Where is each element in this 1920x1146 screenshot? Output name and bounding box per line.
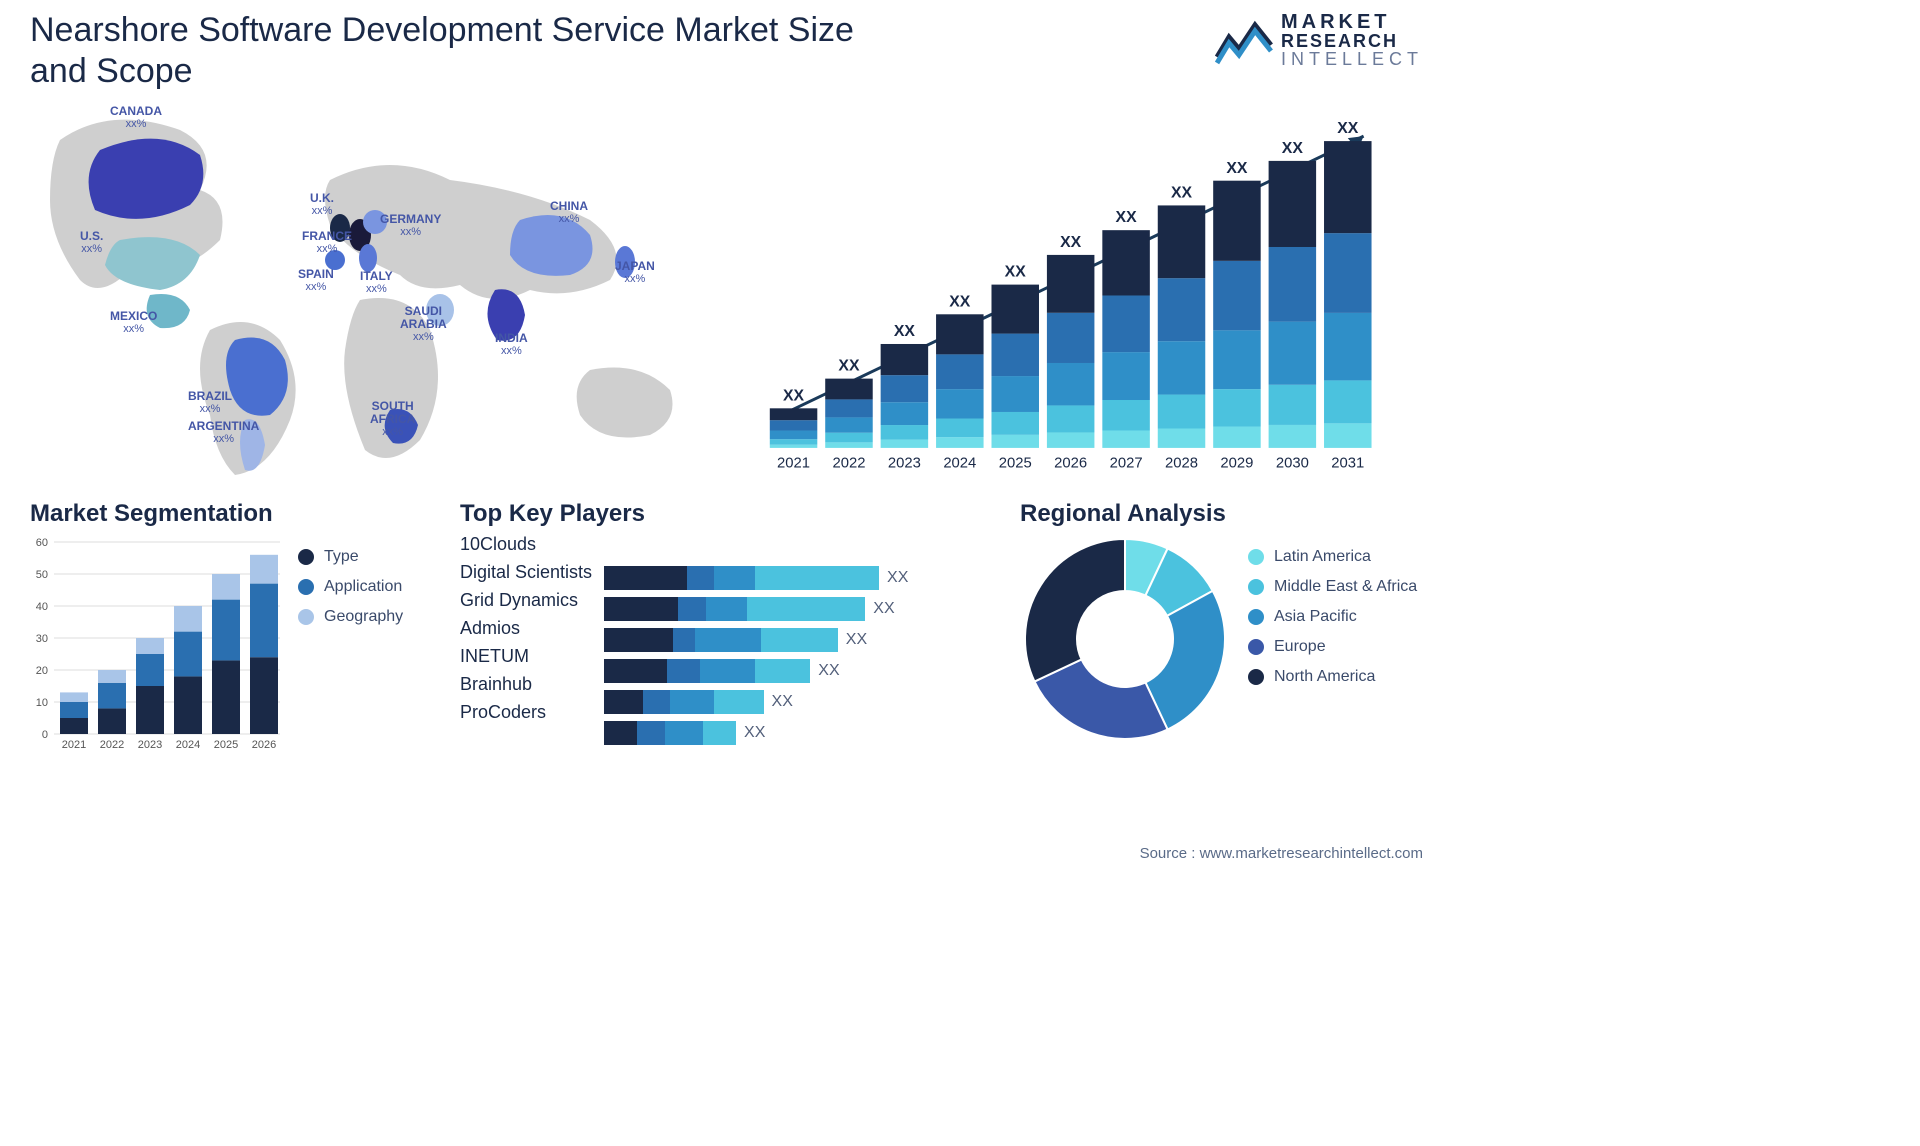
legend-item: Geography bbox=[298, 608, 403, 626]
regional-section: Regional Analysis Latin America Middle Ea… bbox=[1020, 500, 1423, 754]
svg-text:30: 30 bbox=[36, 633, 48, 645]
player-name: ProCoders bbox=[460, 702, 592, 723]
brand-logo: MARKET RESEARCH INTELLECT bbox=[1215, 12, 1423, 68]
map-label: ARGENTINAxx% bbox=[188, 420, 259, 445]
player-value: XX bbox=[873, 600, 894, 618]
map-label: MEXICOxx% bbox=[110, 310, 157, 335]
svg-text:50: 50 bbox=[36, 569, 48, 581]
svg-text:XX: XX bbox=[1282, 140, 1304, 157]
player-bar-row: XX bbox=[604, 628, 1000, 652]
svg-text:2024: 2024 bbox=[943, 455, 976, 471]
player-bar-row: XX bbox=[604, 597, 1000, 621]
growth-chart: XX 2021 XX 2022 XX 2023 XX 2024 XX 2025 XX 2026 XX 20… bbox=[750, 112, 1423, 477]
player-value: XX bbox=[744, 724, 765, 742]
legend-item: Application bbox=[298, 578, 403, 596]
svg-text:2022: 2022 bbox=[832, 455, 865, 471]
map-label: FRANCExx% bbox=[302, 230, 352, 255]
key-players-section: Top Key Players 10Clouds Digital Scientis… bbox=[460, 500, 1000, 754]
segmentation-section: Market Segmentation 0 10 20 30 40 50 60 2021 202… bbox=[30, 500, 440, 754]
regional-title: Regional Analysis bbox=[1020, 500, 1423, 528]
svg-text:2021: 2021 bbox=[777, 455, 810, 471]
svg-text:XX: XX bbox=[894, 323, 916, 340]
map-label: JAPANxx% bbox=[615, 260, 655, 285]
svg-text:XX: XX bbox=[1060, 234, 1082, 251]
players-name-list: 10Clouds Digital Scientists Grid Dynamics A… bbox=[460, 534, 604, 745]
player-name: Grid Dynamics bbox=[460, 590, 592, 611]
player-bar-row: XX bbox=[604, 721, 1000, 745]
svg-text:XX: XX bbox=[1337, 120, 1359, 137]
legend-item: North America bbox=[1248, 668, 1417, 686]
svg-text:XX: XX bbox=[1116, 209, 1138, 226]
svg-text:2028: 2028 bbox=[1165, 455, 1198, 471]
logo-text-3: INTELLECT bbox=[1281, 50, 1423, 68]
svg-text:XX: XX bbox=[1005, 263, 1027, 280]
map-label: SAUDIARABIAxx% bbox=[400, 305, 447, 343]
legend-item: Europe bbox=[1248, 638, 1417, 656]
map-label: CANADAxx% bbox=[110, 105, 162, 130]
players-bar-chart: XX XX XX XX XX XX bbox=[604, 534, 1000, 745]
map-label: SPAINxx% bbox=[298, 268, 334, 293]
segmentation-chart: 0 10 20 30 40 50 60 2021 2022 2023 2024 2025 2026 bbox=[30, 534, 280, 754]
svg-text:2026: 2026 bbox=[252, 739, 276, 751]
world-map: CANADAxx% U.S.xx% MEXICOxx% BRAZILxx% ARGENT… bbox=[30, 100, 730, 480]
logo-text-1: MARKET bbox=[1281, 12, 1423, 32]
svg-text:0: 0 bbox=[42, 729, 48, 741]
svg-text:60: 60 bbox=[36, 537, 48, 549]
legend-item: Type bbox=[298, 548, 403, 566]
player-name: Brainhub bbox=[460, 674, 592, 695]
svg-text:40: 40 bbox=[36, 601, 48, 613]
player-name: 10Clouds bbox=[460, 534, 592, 555]
player-value: XX bbox=[846, 631, 867, 649]
svg-text:XX: XX bbox=[783, 387, 805, 404]
logo-mark-icon bbox=[1215, 15, 1273, 65]
svg-text:2030: 2030 bbox=[1276, 455, 1309, 471]
map-label: CHINAxx% bbox=[550, 200, 588, 225]
svg-text:XX: XX bbox=[1171, 184, 1193, 201]
segmentation-legend: Type Application Geography bbox=[298, 548, 403, 754]
player-bar-row: XX bbox=[604, 566, 1000, 590]
svg-text:XX: XX bbox=[949, 293, 971, 310]
page-title: Nearshore Software Development Service M… bbox=[30, 10, 910, 92]
map-label: ITALYxx% bbox=[360, 270, 393, 295]
svg-text:XX: XX bbox=[838, 357, 860, 374]
map-label: SOUTHAFRICAxx% bbox=[370, 400, 415, 438]
svg-text:2027: 2027 bbox=[1110, 455, 1143, 471]
player-value: XX bbox=[887, 569, 908, 587]
svg-text:2023: 2023 bbox=[138, 739, 162, 751]
source-attribution: Source : www.marketresearchintellect.com bbox=[1140, 845, 1423, 862]
svg-text:20: 20 bbox=[36, 665, 48, 677]
legend-item: Asia Pacific bbox=[1248, 608, 1417, 626]
map-label: U.S.xx% bbox=[80, 230, 103, 255]
player-name: INETUM bbox=[460, 646, 592, 667]
map-label: BRAZILxx% bbox=[188, 390, 232, 415]
map-label: GERMANYxx% bbox=[380, 213, 441, 238]
players-title: Top Key Players bbox=[460, 500, 1000, 528]
player-bar-row: XX bbox=[604, 690, 1000, 714]
legend-item: Latin America bbox=[1248, 548, 1417, 566]
player-value: XX bbox=[772, 693, 793, 711]
svg-text:10: 10 bbox=[36, 697, 48, 709]
regional-legend: Latin America Middle East & Africa Asia Pa… bbox=[1248, 548, 1417, 686]
svg-text:2025: 2025 bbox=[999, 455, 1032, 471]
map-label: INDIAxx% bbox=[495, 332, 528, 357]
legend-item: Middle East & Africa bbox=[1248, 578, 1417, 596]
player-name: Digital Scientists bbox=[460, 562, 592, 583]
map-label: U.K.xx% bbox=[310, 192, 334, 217]
svg-text:2025: 2025 bbox=[214, 739, 238, 751]
player-name: Admios bbox=[460, 618, 592, 639]
logo-text-2: RESEARCH bbox=[1281, 32, 1423, 50]
player-bar-row: XX bbox=[604, 659, 1000, 683]
player-value: XX bbox=[818, 662, 839, 680]
svg-text:XX: XX bbox=[1226, 159, 1248, 176]
svg-text:2023: 2023 bbox=[888, 455, 921, 471]
regional-donut-chart bbox=[1020, 534, 1230, 744]
svg-text:2029: 2029 bbox=[1220, 455, 1253, 471]
svg-text:2022: 2022 bbox=[100, 739, 124, 751]
segmentation-title: Market Segmentation bbox=[30, 500, 440, 528]
svg-text:2031: 2031 bbox=[1331, 455, 1364, 471]
svg-text:2024: 2024 bbox=[176, 739, 200, 751]
svg-text:2021: 2021 bbox=[62, 739, 86, 751]
svg-text:2026: 2026 bbox=[1054, 455, 1087, 471]
